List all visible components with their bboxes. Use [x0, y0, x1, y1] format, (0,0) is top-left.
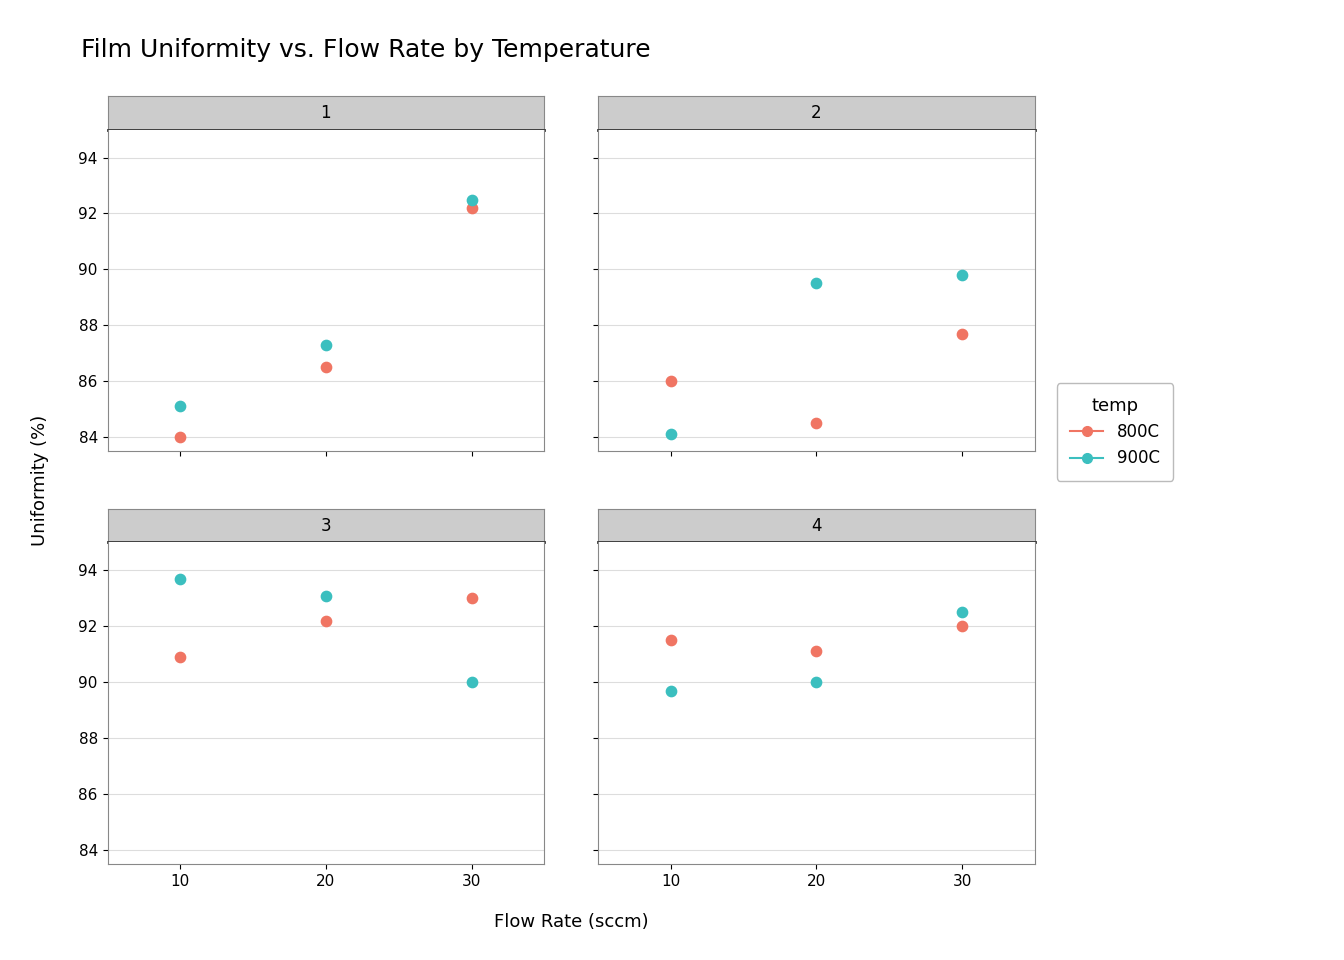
Point [805, 416, 827, 431]
Text: Flow Rate (sccm): Flow Rate (sccm) [493, 913, 649, 930]
Point [461, 192, 482, 207]
Point [314, 360, 336, 375]
Point [805, 675, 827, 690]
Point [314, 588, 336, 603]
Point [952, 326, 973, 342]
Text: 3: 3 [321, 516, 331, 535]
Point [461, 201, 482, 216]
Point [952, 267, 973, 282]
Point [660, 427, 681, 443]
Point [461, 675, 482, 690]
Text: 4: 4 [812, 516, 821, 535]
Point [952, 605, 973, 620]
Point [805, 644, 827, 660]
Point [314, 337, 336, 352]
Point [169, 571, 191, 587]
Point [314, 613, 336, 629]
Point [805, 276, 827, 291]
Point [169, 398, 191, 414]
Point [660, 373, 681, 389]
Text: Film Uniformity vs. Flow Rate by Temperature: Film Uniformity vs. Flow Rate by Tempera… [81, 38, 650, 62]
Point [461, 590, 482, 606]
Point [169, 649, 191, 664]
Point [169, 429, 191, 444]
Legend: 800C, 900C: 800C, 900C [1056, 383, 1173, 481]
Point [952, 618, 973, 634]
Text: 2: 2 [812, 104, 821, 122]
Point [660, 683, 681, 698]
Text: 1: 1 [321, 104, 331, 122]
Text: Uniformity (%): Uniformity (%) [31, 415, 50, 545]
Point [660, 633, 681, 648]
